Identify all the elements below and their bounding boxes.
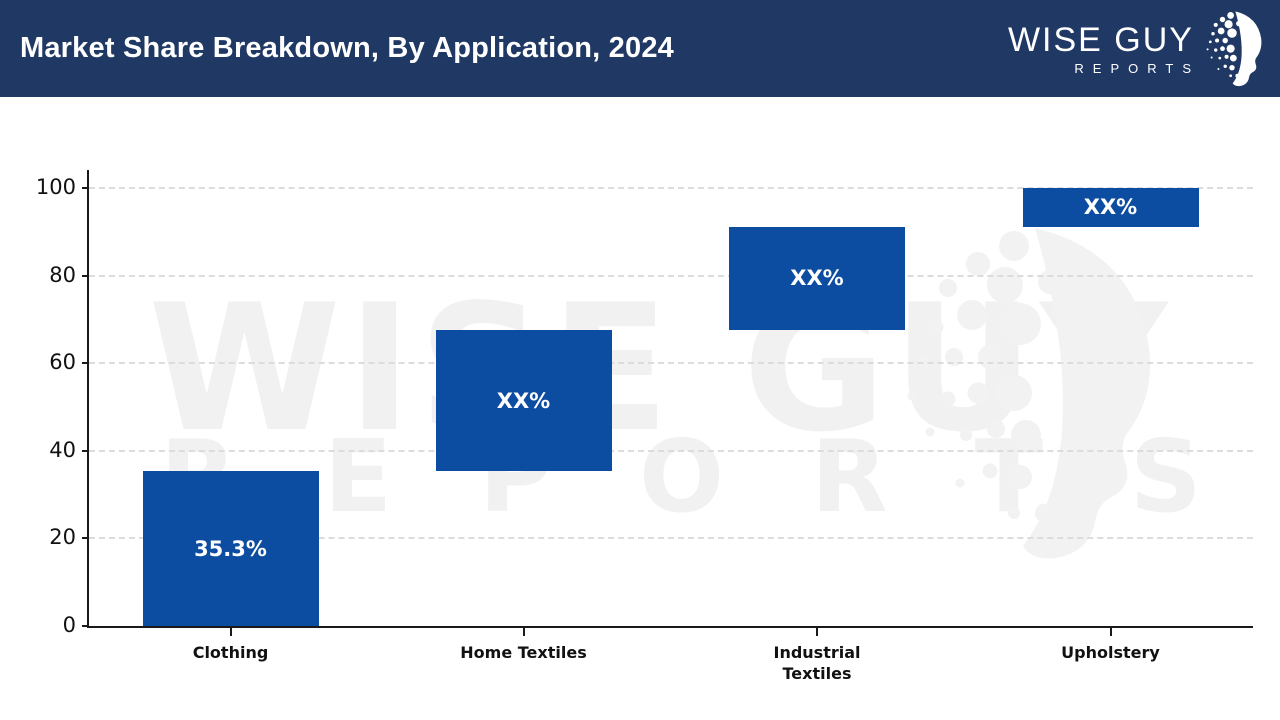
chart-title: Market Share Breakdown, By Application, … xyxy=(20,32,674,64)
y-tick-100 xyxy=(82,187,89,189)
bar-value-label: XX% xyxy=(1083,195,1138,220)
y-tick-label: 40 xyxy=(49,437,76,462)
watermark-head-icon xyxy=(907,228,1151,559)
x-axis xyxy=(87,626,1253,628)
bar-home-textiles xyxy=(435,330,612,472)
y-tick-label: 80 xyxy=(49,262,76,287)
y-tick-0 xyxy=(82,625,89,627)
y-tick-20 xyxy=(82,537,89,540)
logo-wordmark: WISE GUY xyxy=(1007,20,1194,59)
category-label-upholstery: Upholstery xyxy=(1061,643,1160,662)
y-axis xyxy=(87,170,89,628)
gridline-20 xyxy=(89,537,1253,540)
y-tick-60 xyxy=(82,362,89,365)
logo-text: WISE GUY REPORTS xyxy=(1008,23,1194,75)
category-label-clothing: Clothing xyxy=(192,643,269,662)
bar-value-label: XX% xyxy=(496,388,551,413)
bar-industrial-textiles xyxy=(729,226,905,331)
wise-guy-reports-logo: WISE GUY REPORTS xyxy=(1008,10,1266,88)
gridline-60 xyxy=(89,362,1253,365)
header-bar: Market Share Breakdown, By Application, … xyxy=(0,0,1280,97)
y-tick-label: 100 xyxy=(35,175,76,199)
bar-upholstery xyxy=(1022,188,1199,227)
x-tick xyxy=(1109,628,1112,636)
y-tick-label: 20 xyxy=(49,525,76,550)
y-tick-label: 60 xyxy=(49,350,76,375)
category-label-home-textiles: Home Textiles xyxy=(460,643,587,662)
bar-value-label: 35.3% xyxy=(194,536,267,561)
logo-subtitle: REPORTS xyxy=(1074,60,1200,76)
category-label-industrial-textiles: Industrial Textiles xyxy=(773,643,861,683)
gridline-100 xyxy=(89,187,1253,189)
bar-clothing xyxy=(142,471,319,626)
gridline-40 xyxy=(89,449,1253,452)
gridline-80 xyxy=(89,274,1253,277)
y-tick-80 xyxy=(82,274,89,277)
chart-area: WISE GUY R E P O R T S 0 20 40 60 80 100 35.3%… xyxy=(0,97,1280,720)
y-tick-label: 0 xyxy=(62,613,76,637)
x-tick xyxy=(522,628,525,636)
x-tick xyxy=(816,628,818,636)
bar-value-label: XX% xyxy=(790,266,844,291)
dotted-head-icon xyxy=(1206,10,1262,86)
x-tick xyxy=(229,628,232,636)
y-tick-40 xyxy=(82,449,89,452)
